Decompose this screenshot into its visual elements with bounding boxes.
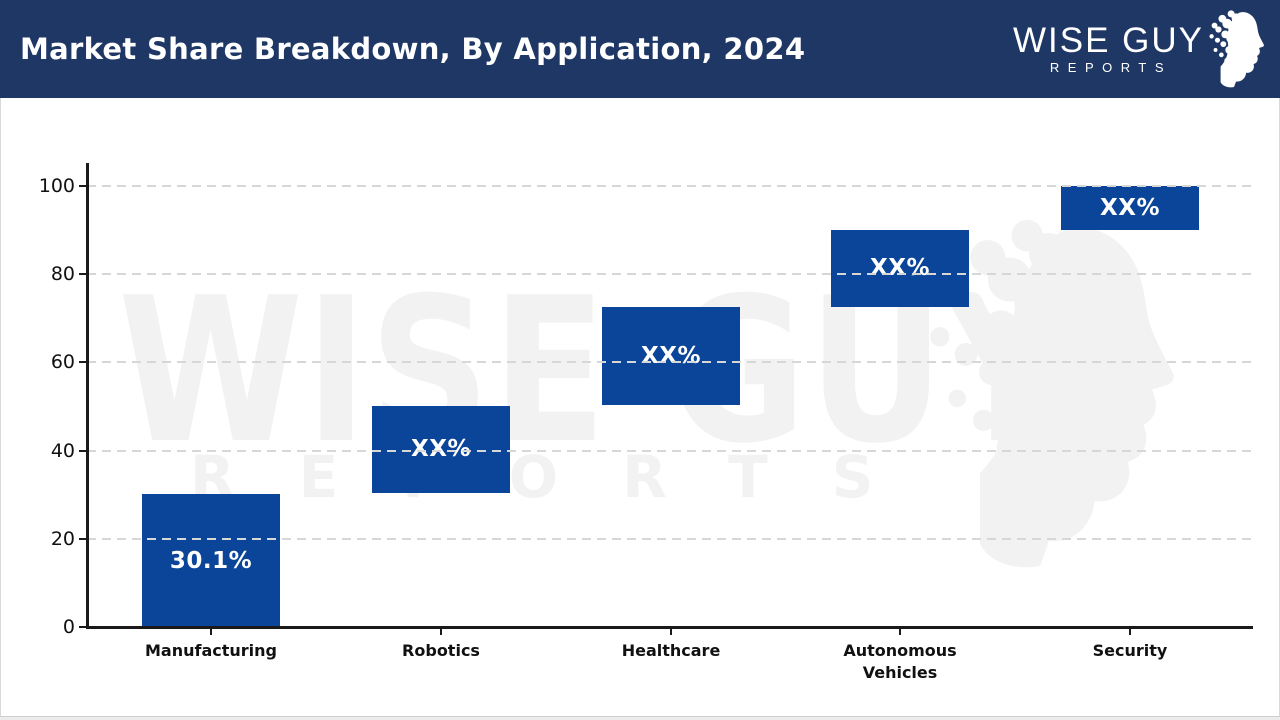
x-axis-tick bbox=[210, 627, 212, 635]
logo-face-icon bbox=[1209, 10, 1264, 88]
bar-robotics: XX% bbox=[372, 406, 510, 493]
x-tick-label: Security bbox=[1092, 641, 1168, 660]
gridline bbox=[87, 537, 1253, 540]
x-axis-tick bbox=[899, 627, 901, 635]
bar-value-label: XX% bbox=[410, 436, 471, 463]
bar-value-label: XX% bbox=[869, 255, 930, 282]
x-tick-label: Healthcare bbox=[621, 641, 721, 660]
gridline bbox=[87, 361, 1253, 364]
x-tick-label: Manufacturing bbox=[145, 641, 277, 660]
x-axis-line bbox=[86, 626, 1253, 629]
y-axis-tick bbox=[79, 361, 87, 364]
x-axis-tick bbox=[670, 627, 672, 635]
y-tick-label: 100 bbox=[38, 175, 75, 197]
bar-value-label: 30.1% bbox=[169, 547, 253, 574]
x-axis-tick bbox=[440, 627, 442, 635]
logo-subtitle: REPORTS bbox=[1049, 59, 1173, 75]
bar-autonomous-vehicles: XX% bbox=[831, 230, 969, 307]
page-left-border bbox=[0, 98, 1, 720]
gridline bbox=[87, 185, 1253, 187]
watermark-subtitle: REPORTS bbox=[190, 443, 938, 511]
wise-guy-logo: WISE GUY REPORTS bbox=[1013, 10, 1266, 88]
y-tick-label: 80 bbox=[50, 263, 75, 286]
y-tick-label: 60 bbox=[50, 351, 75, 374]
logo-name: WISE GUY bbox=[1012, 21, 1204, 61]
page-title: Market Share Breakdown, By Application, … bbox=[20, 32, 806, 66]
y-axis-tick bbox=[79, 449, 87, 452]
bar-healthcare: XX% bbox=[602, 307, 740, 405]
bar-security: XX% bbox=[1061, 186, 1199, 231]
y-tick-label: 20 bbox=[50, 527, 75, 550]
x-tick-label: Robotics bbox=[402, 641, 480, 660]
y-axis-tick bbox=[79, 537, 87, 540]
header: Market Share Breakdown, By Application, … bbox=[0, 0, 1280, 98]
y-axis-tick bbox=[79, 273, 87, 276]
y-axis-tick bbox=[79, 626, 87, 628]
y-axis-tick bbox=[79, 185, 87, 187]
bar-value-label: XX% bbox=[1099, 195, 1160, 222]
footer-strip bbox=[0, 716, 1280, 720]
bar-manufacturing: 30.1% bbox=[142, 494, 280, 627]
y-axis-line bbox=[86, 163, 89, 629]
gridline bbox=[87, 273, 1253, 276]
logo-text: WISE GUY REPORTS bbox=[1012, 21, 1204, 75]
x-tick-label: Autonomous Vehicles bbox=[843, 641, 957, 682]
y-tick-label: 40 bbox=[50, 439, 75, 462]
x-axis-tick bbox=[1129, 627, 1131, 635]
gridline bbox=[87, 449, 1253, 452]
bar-value-label: XX% bbox=[640, 342, 701, 369]
y-tick-label: 0 bbox=[62, 616, 75, 638]
